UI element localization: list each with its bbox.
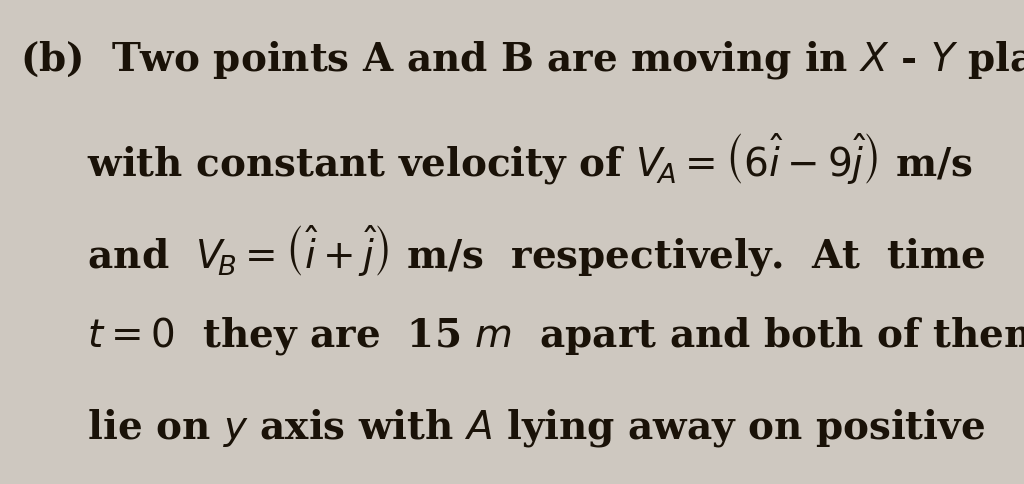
Text: (b)  Two points A and B are moving in $X$ - $Y$ plane: (b) Two points A and B are moving in $X$… [20, 39, 1024, 81]
Text: and  $V_{\!B} = \left(\hat{i} + \hat{j}\right)$ m/s  respectively.  At  time: and $V_{\!B} = \left(\hat{i} + \hat{j}\r… [20, 223, 986, 278]
Text: with constant velocity of $V_{\!A} = \left(6\hat{i} - 9\hat{j}\right)$ m/s: with constant velocity of $V_{\!A} = \le… [20, 131, 974, 186]
Text: lie on $y$ axis with $A$ lying away on positive: lie on $y$ axis with $A$ lying away on p… [20, 407, 986, 449]
Text: $t = 0$  they are  15 $m$  apart and both of them: $t = 0$ they are 15 $m$ apart and both o… [20, 315, 1024, 357]
